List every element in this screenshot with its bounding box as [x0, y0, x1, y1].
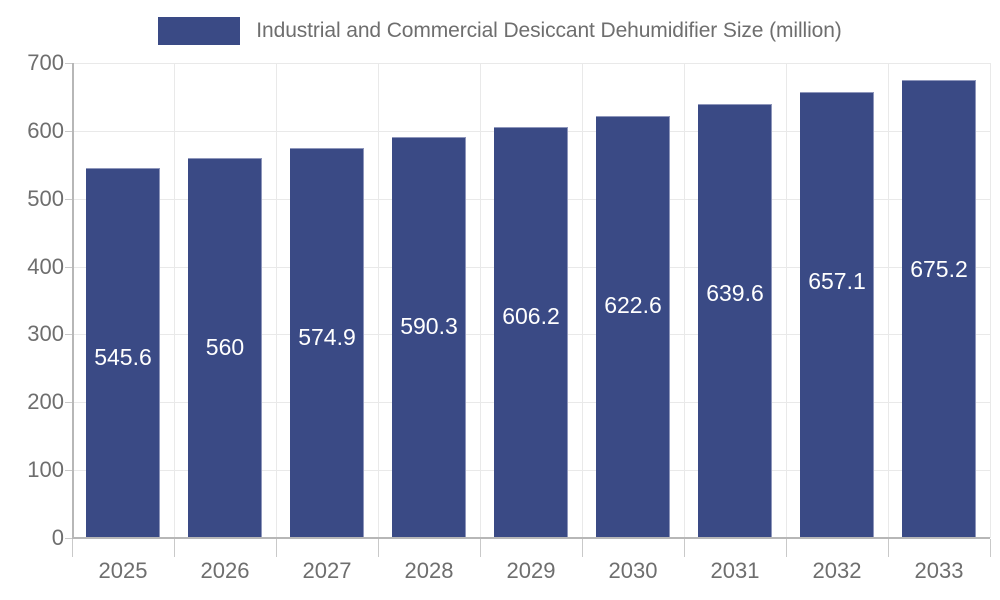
gridline-vertical — [276, 63, 277, 538]
gridline-vertical — [990, 63, 991, 538]
x-axis-tick-mark — [480, 539, 481, 557]
legend-label: Industrial and Commercial Desiccant Dehu… — [256, 19, 842, 42]
bar[interactable] — [391, 137, 467, 538]
y-axis-tick-label: 500 — [27, 185, 64, 211]
plot-area: 545.6 560 574.9 590.3 606.2 622.6 639.6 657.1 67… — [72, 63, 991, 539]
gridline-vertical — [888, 63, 889, 538]
gridline-vertical — [174, 63, 175, 538]
y-axis-tick-labels: 0 100 200 300 400 500 600 700 — [0, 0, 64, 600]
y-axis-tick-label: 200 — [27, 389, 64, 415]
y-axis-tick-mark — [65, 198, 72, 200]
gridline-vertical — [684, 63, 685, 538]
y-axis-tick-label: 100 — [27, 457, 64, 483]
bar[interactable] — [289, 147, 365, 538]
y-axis-tick-label: 300 — [27, 321, 64, 347]
y-axis-tick-mark — [65, 63, 72, 64]
y-axis-tick-mark — [65, 402, 72, 404]
x-axis-tick-mark — [684, 539, 685, 557]
gridline-horizontal — [72, 63, 990, 64]
y-axis-tick-mark — [65, 470, 72, 472]
y-axis-tick-mark — [65, 538, 72, 539]
x-axis-tick-mark — [276, 539, 277, 557]
bar[interactable] — [595, 115, 671, 538]
bar[interactable] — [901, 79, 977, 538]
bar[interactable] — [85, 167, 161, 538]
gridline-vertical — [786, 63, 787, 538]
x-axis-tick-mark — [582, 539, 583, 557]
x-axis-line — [72, 537, 990, 539]
gridline-vertical — [378, 63, 379, 538]
x-axis-tick-mark — [786, 539, 787, 557]
x-axis-tick-label: 2030 — [608, 558, 658, 583]
x-axis-tick-mark — [990, 539, 991, 557]
x-axis-tick-label: 2033 — [914, 558, 964, 583]
x-axis-tick-label: 2032 — [812, 558, 862, 583]
y-axis-tick-label: 600 — [27, 117, 64, 143]
legend-swatch-icon — [158, 17, 241, 45]
gridline-vertical — [480, 63, 481, 538]
y-axis-tick-label: 700 — [27, 50, 64, 75]
chart-legend: Industrial and Commercial Desiccant Dehu… — [0, 14, 1000, 48]
legend-item[interactable]: Industrial and Commercial Desiccant Dehu… — [158, 17, 842, 45]
x-axis-tick-label: 2026 — [200, 558, 250, 583]
x-axis-tick-mark — [888, 539, 889, 557]
bar[interactable] — [697, 103, 773, 538]
x-axis-tick-label: 2025 — [98, 558, 148, 583]
bar[interactable] — [493, 126, 569, 538]
y-axis-tick-mark — [65, 130, 72, 132]
x-axis-tick-label: 2031 — [710, 558, 760, 583]
y-axis-tick-mark — [65, 334, 72, 336]
y-axis-tick-label: 0 — [51, 525, 64, 550]
x-axis-tick-label: 2027 — [302, 558, 352, 583]
y-axis-line — [72, 63, 74, 539]
x-axis-tick-label: 2029 — [506, 558, 556, 583]
x-axis-tick-mark — [378, 539, 379, 557]
x-axis-tick-label: 2028 — [404, 558, 454, 583]
bar[interactable] — [187, 158, 263, 538]
y-axis-tick-mark — [65, 266, 72, 268]
y-axis-tick-label: 400 — [27, 253, 64, 279]
gridline-vertical — [582, 63, 583, 538]
x-axis-tick-mark — [174, 539, 175, 557]
x-axis-tick-mark — [72, 539, 73, 557]
bar[interactable] — [799, 92, 875, 538]
